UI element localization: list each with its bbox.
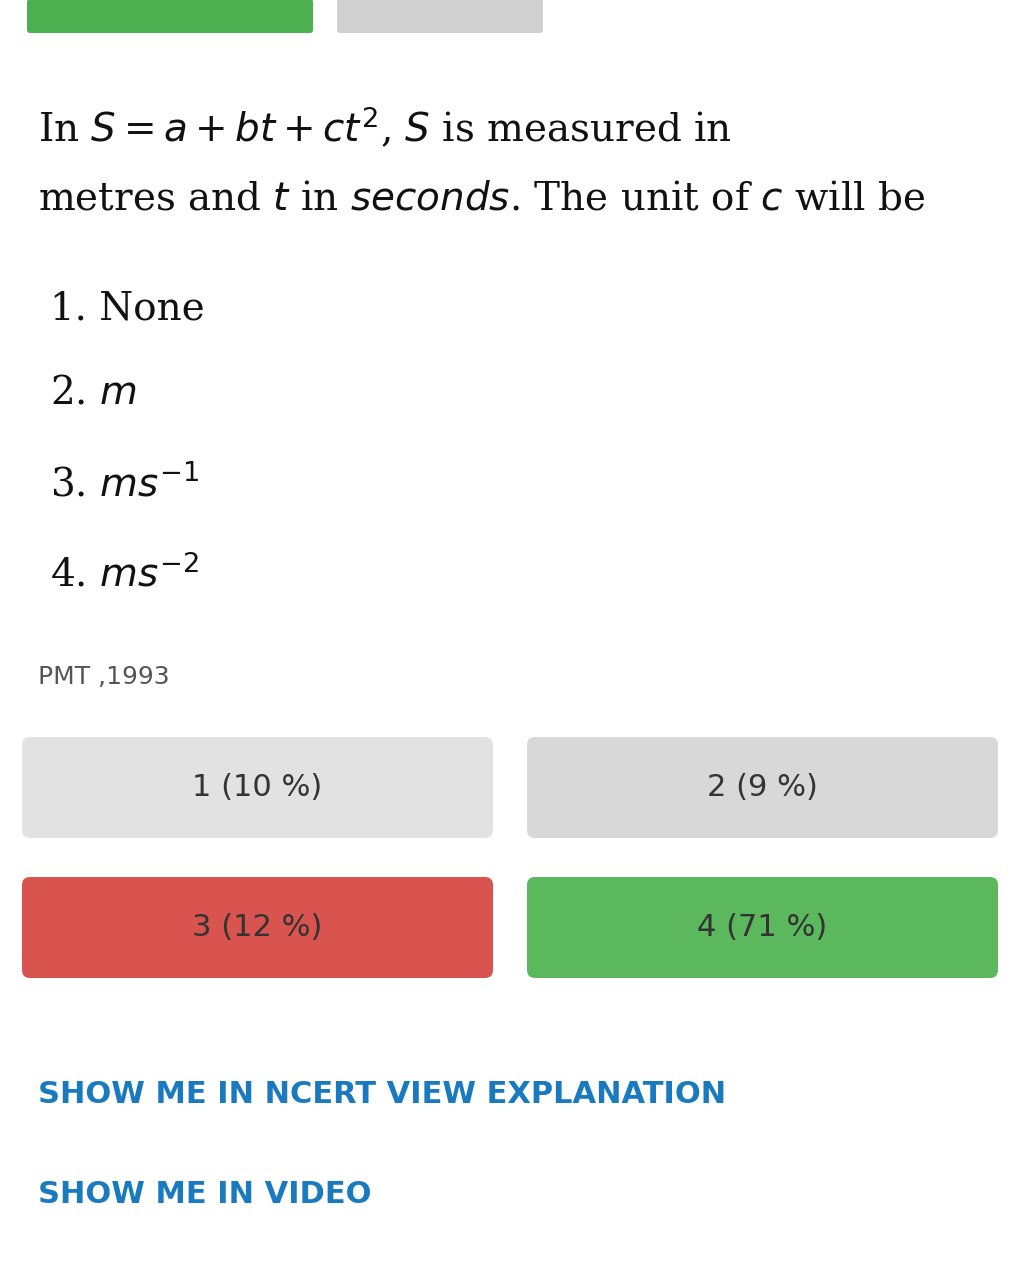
Text: 3. $ms^{-1}$: 3. $ms^{-1}$ xyxy=(50,465,199,504)
Text: SHOW ME IN NCERT VIEW EXPLANATION: SHOW ME IN NCERT VIEW EXPLANATION xyxy=(38,1080,726,1108)
Text: In $S = a + bt + ct^2$, $S$ is measured in: In $S = a + bt + ct^2$, $S$ is measured … xyxy=(38,105,732,150)
FancyBboxPatch shape xyxy=(22,737,493,838)
FancyBboxPatch shape xyxy=(527,877,998,978)
Text: 3 (12 %): 3 (12 %) xyxy=(193,913,323,942)
Text: 4 (71 %): 4 (71 %) xyxy=(697,913,827,942)
Text: 1 (10 %): 1 (10 %) xyxy=(193,773,323,803)
FancyBboxPatch shape xyxy=(27,0,313,33)
Text: PMT ,1993: PMT ,1993 xyxy=(38,666,170,689)
Text: metres and $t$ in $\it{seconds}$. The unit of $c$ will be: metres and $t$ in $\it{seconds}$. The un… xyxy=(38,180,926,218)
Text: 1. None: 1. None xyxy=(50,291,205,326)
Text: 2. $m$: 2. $m$ xyxy=(50,375,136,412)
FancyBboxPatch shape xyxy=(22,877,493,978)
Text: 2 (9 %): 2 (9 %) xyxy=(707,773,818,803)
FancyBboxPatch shape xyxy=(527,737,998,838)
FancyBboxPatch shape xyxy=(337,0,543,33)
Text: 4. $ms^{-2}$: 4. $ms^{-2}$ xyxy=(50,556,199,595)
Text: SHOW ME IN VIDEO: SHOW ME IN VIDEO xyxy=(38,1180,372,1210)
